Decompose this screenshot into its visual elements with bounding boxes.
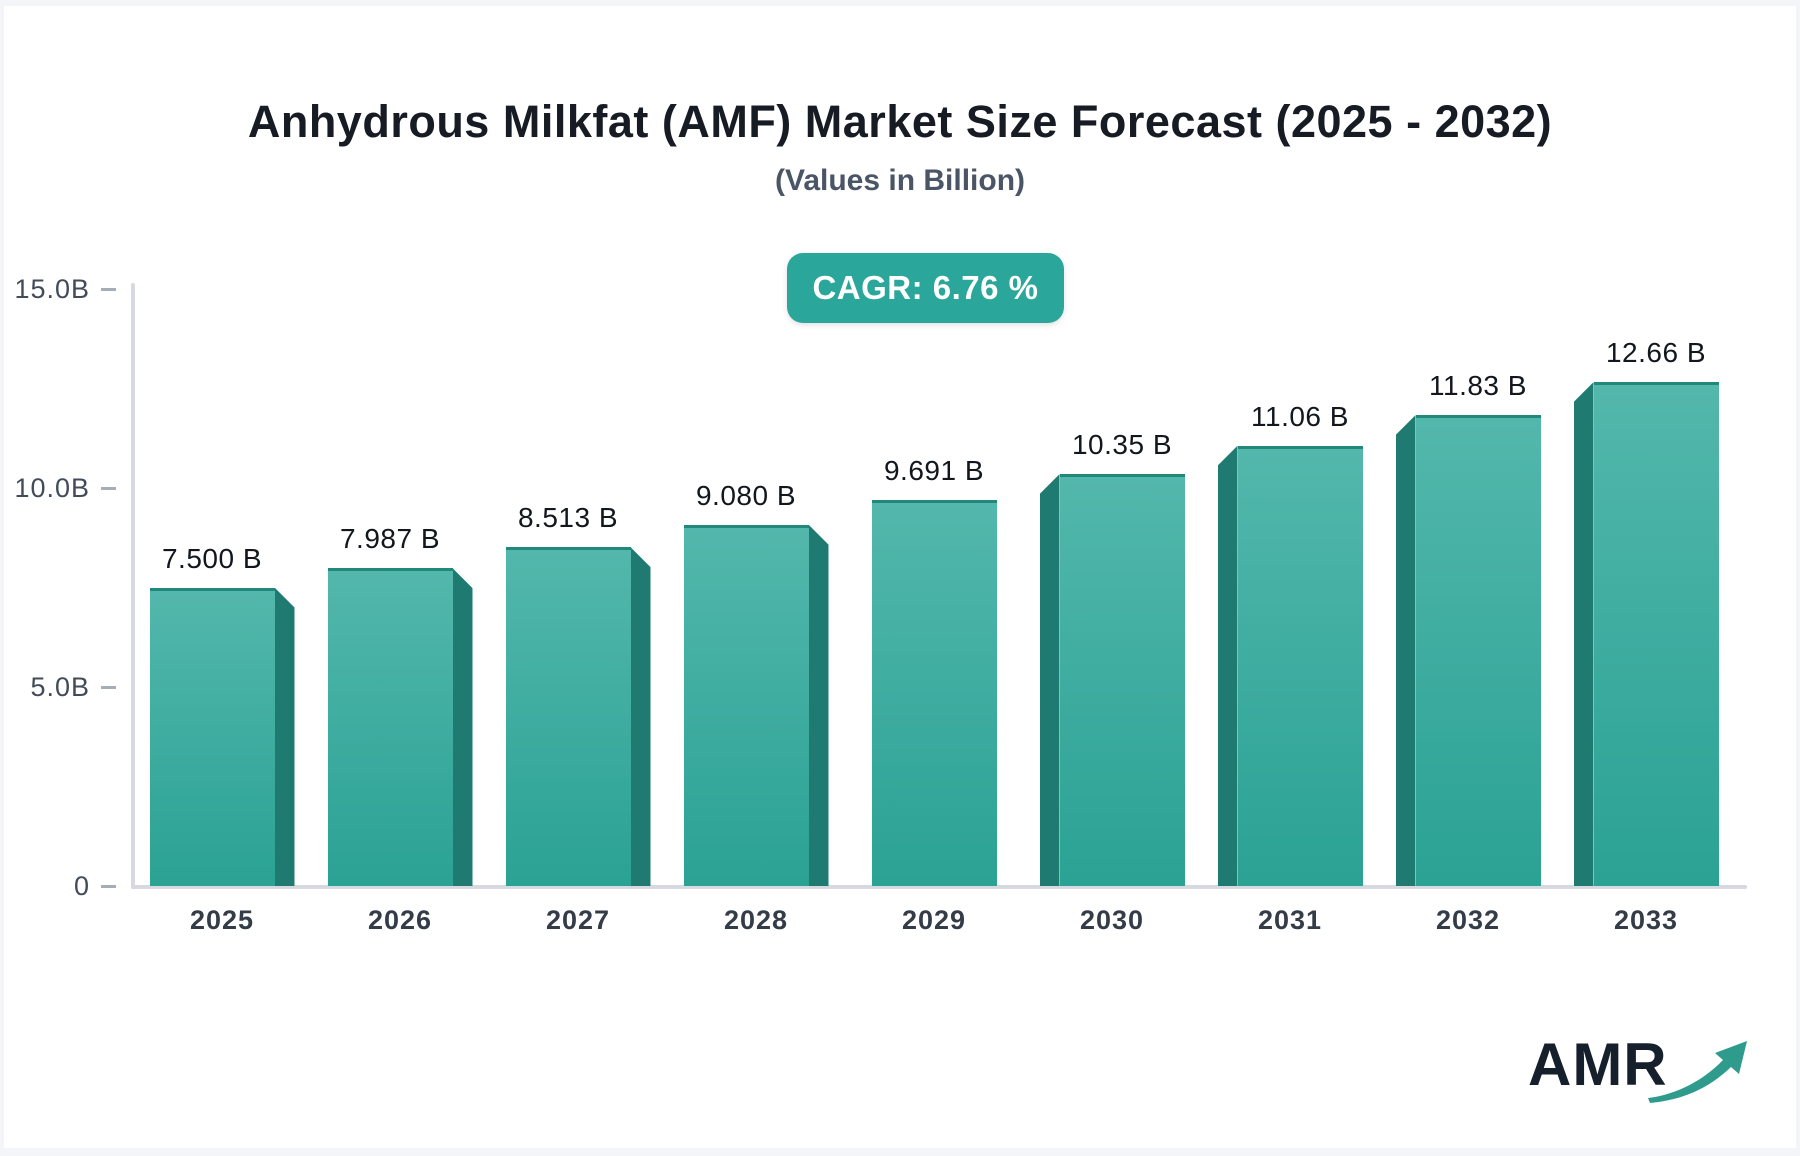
bar-value-label-2025: 7.500 B <box>161 542 263 574</box>
x-axis-label-2033: 2033 <box>1613 905 1679 935</box>
bar-side-face-2030 <box>1039 474 1060 886</box>
bar-side-face-2027 <box>630 547 651 886</box>
bar-2031 <box>1237 445 1363 886</box>
bar-side-face-2032 <box>1395 415 1416 886</box>
amr-logo-text: AMR <box>1528 1031 1668 1098</box>
bar-value-label-2027: 8.513 B <box>517 502 619 534</box>
x-axis-label-2030: 2030 <box>1079 905 1145 935</box>
y-axis-line <box>131 283 135 889</box>
bar-side-face-2033 <box>1573 382 1594 886</box>
bar-2027 <box>505 547 631 886</box>
x-axis-label-2027: 2027 <box>545 905 611 935</box>
y-axis-tick-label: 5.0B <box>30 672 90 702</box>
bar-value-label-2031: 11.06 B <box>1251 400 1349 432</box>
x-axis-label-2025: 2025 <box>189 905 255 935</box>
bar-value-label-2029: 9.691 B <box>883 455 985 487</box>
x-axis-label-2032: 2032 <box>1435 905 1501 935</box>
bar-value-label-2026: 7.987 B <box>339 523 441 555</box>
y-axis-tick-label: 10.0B <box>14 473 90 503</box>
bar-side-face-2028 <box>808 524 829 886</box>
cagr-badge-label: CAGR: 6.76 % <box>812 269 1039 306</box>
growth-arrow-icon <box>1648 1041 1747 1103</box>
bar-2025 <box>149 587 275 886</box>
bar-2028 <box>683 524 809 886</box>
x-axis-label-2031: 2031 <box>1257 905 1323 935</box>
bar-side-face-2025 <box>274 587 295 886</box>
bar-value-label-2032: 11.83 B <box>1429 370 1527 402</box>
chart-title: Anhydrous Milkfat (AMF) Market Size Fore… <box>247 96 1553 147</box>
bar-value-label-2033: 12.66 B <box>1605 337 1707 369</box>
y-axis-tick-mark <box>101 288 116 291</box>
y-axis-tick-label: 15.0B <box>14 274 90 304</box>
y-axis-tick-mark <box>101 885 116 888</box>
bar-side-face-2026 <box>452 568 473 886</box>
bar-2033 <box>1593 382 1719 886</box>
bar-value-label-2028: 9.080 B <box>695 479 797 511</box>
y-axis-tick-label: 0 <box>73 871 90 901</box>
chart-subtitle: (Values in Billion) <box>774 164 1026 197</box>
amr-logo: AMR <box>1528 1030 1747 1110</box>
x-axis-label-2029: 2029 <box>901 905 967 935</box>
bar-side-face-2031 <box>1217 445 1238 886</box>
x-axis-label-2028: 2028 <box>723 905 789 935</box>
bar-2029 <box>871 500 997 886</box>
x-axis-label-2026: 2026 <box>367 905 433 935</box>
x-axis-baseline <box>131 885 1747 889</box>
y-axis-tick-mark <box>101 686 116 689</box>
bar-2026 <box>327 568 453 886</box>
cagr-badge: CAGR: 6.76 % <box>787 253 1064 323</box>
y-axis-tick-mark <box>101 487 116 490</box>
bar-2030 <box>1059 474 1185 886</box>
bar-value-label-2030: 10.35 B <box>1071 429 1173 461</box>
bar-2032 <box>1415 415 1541 886</box>
